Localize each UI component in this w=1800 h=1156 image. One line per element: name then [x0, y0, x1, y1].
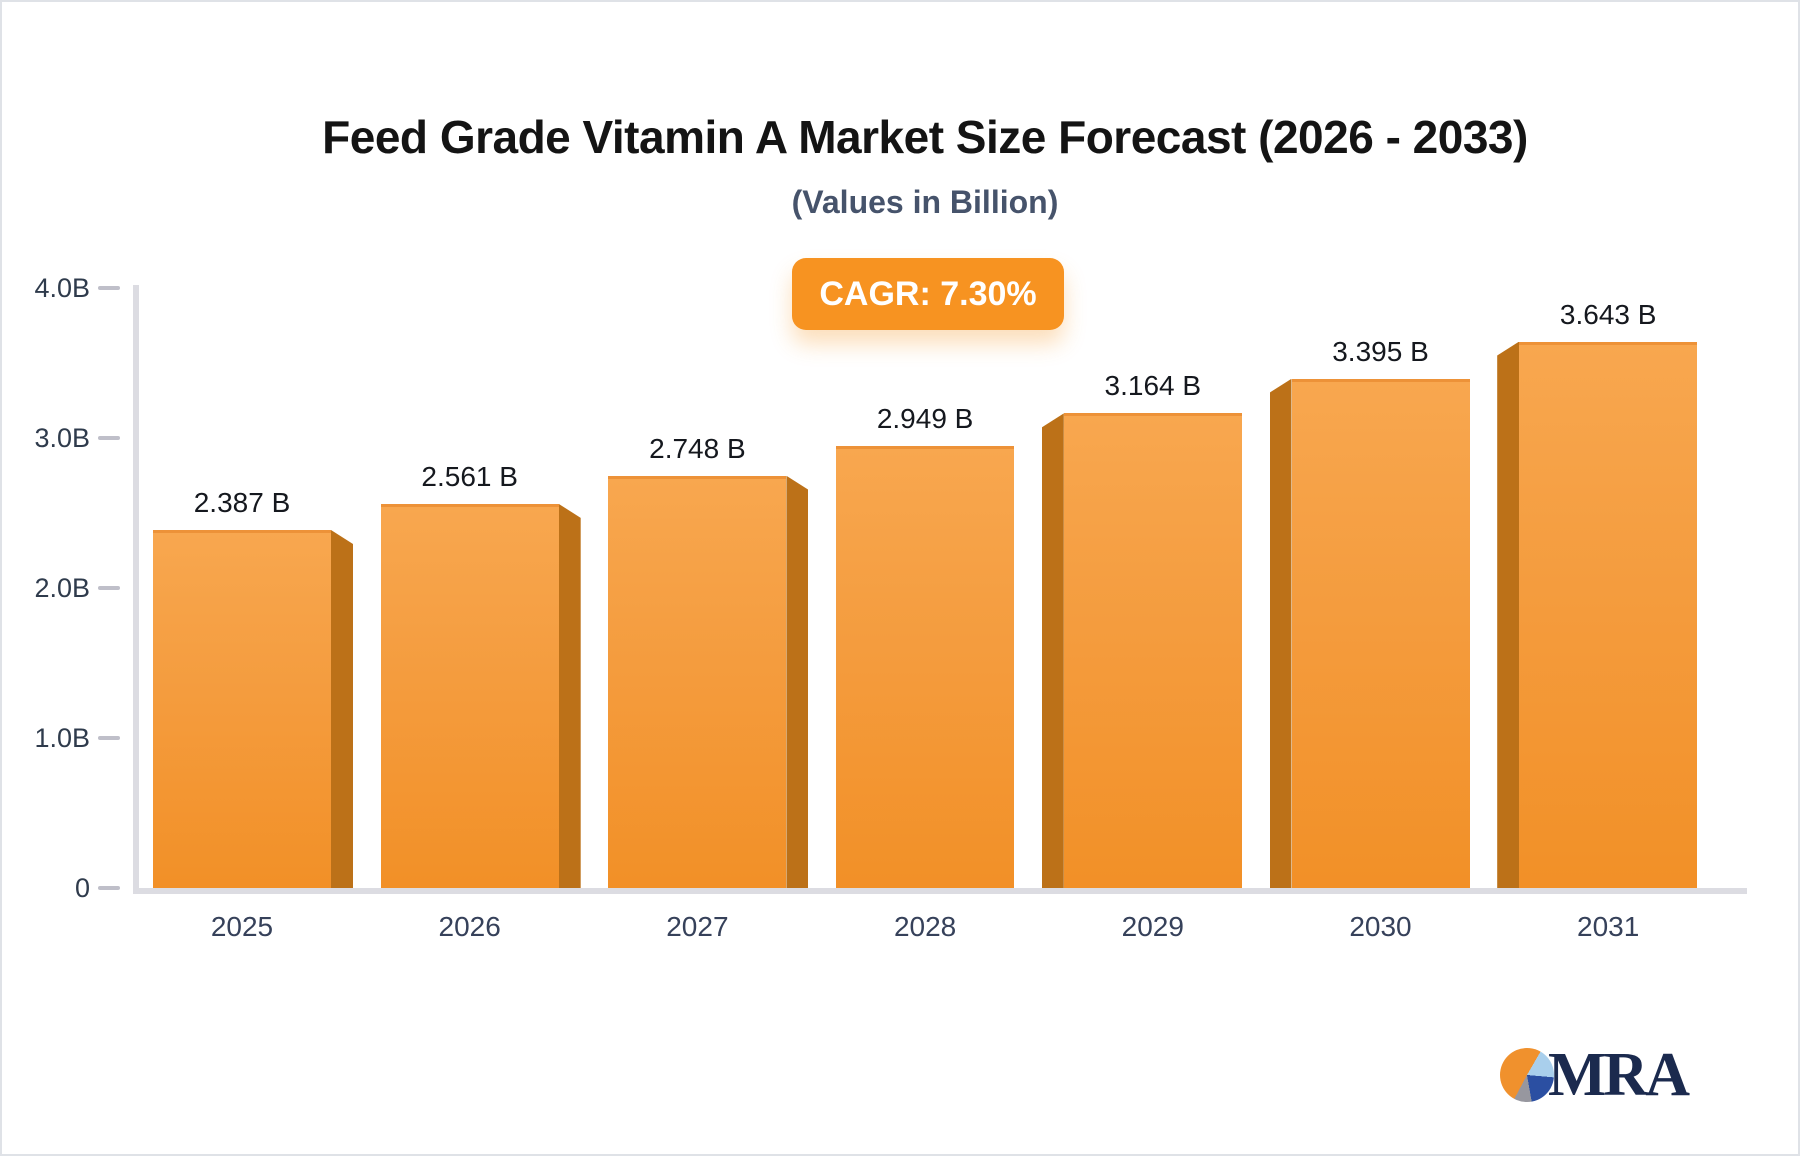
x-axis-line — [133, 888, 1747, 894]
bar-side-face — [786, 475, 809, 888]
y-tick-dash — [98, 586, 120, 590]
x-tick-label: 2031 — [1577, 911, 1640, 942]
x-tick-label: 2026 — [438, 911, 501, 942]
bar-value-label: 3.395 B — [1332, 335, 1429, 367]
bar-side-face — [558, 503, 581, 888]
bar-side-face — [1041, 413, 1064, 888]
logo-pie-icon — [1500, 1048, 1554, 1102]
bar-side-face — [1497, 341, 1520, 888]
x-tick-label: 2025 — [210, 911, 274, 942]
y-tick-label: 3.0B — [34, 423, 90, 453]
bar-value-label: 2.561 B — [421, 460, 518, 492]
x-tick-label: 2029 — [1121, 911, 1184, 942]
chart-title: Feed Grade Vitamin A Market Size Forecas… — [322, 111, 1528, 163]
bar-value-label: 2.387 B — [193, 486, 291, 518]
bar-side-face — [331, 529, 353, 888]
y-tick-label: 0 — [74, 873, 90, 903]
bar — [608, 475, 787, 888]
bar — [1291, 378, 1470, 888]
y-axis-line — [133, 285, 139, 894]
bar — [380, 503, 559, 888]
cagr-badge-label: CAGR: 7.30% — [819, 274, 1037, 313]
y-tick-label: 1.0B — [34, 723, 90, 753]
y-tick-dash — [98, 436, 120, 440]
y-tick-dash — [98, 286, 120, 290]
x-tick-label: 2027 — [666, 911, 729, 942]
bar-side-face — [1269, 378, 1292, 888]
bar — [153, 529, 331, 888]
x-tick-label: 2030 — [1349, 911, 1412, 942]
bar — [836, 445, 1015, 888]
bar-value-label: 2.949 B — [876, 402, 974, 434]
chart-subtitle: (Values in Billion) — [791, 184, 1059, 220]
y-tick-label: 4.0B — [34, 273, 90, 303]
bar — [1063, 413, 1242, 888]
logo-text: MRA — [1548, 1041, 1690, 1109]
y-tick-label: 2.0B — [34, 573, 90, 603]
bar-value-label: 2.748 B — [649, 432, 746, 464]
bar-value-label: 3.164 B — [1104, 370, 1202, 402]
x-tick-label: 2028 — [893, 911, 957, 942]
mra-logo: MRA — [1500, 1040, 1760, 1110]
y-tick-dash — [98, 886, 120, 890]
y-tick-dash — [98, 736, 120, 740]
bar — [1519, 341, 1698, 888]
bar-value-label: 3.643 B — [1559, 298, 1657, 330]
cagr-badge: CAGR: 7.30% — [792, 258, 1064, 330]
